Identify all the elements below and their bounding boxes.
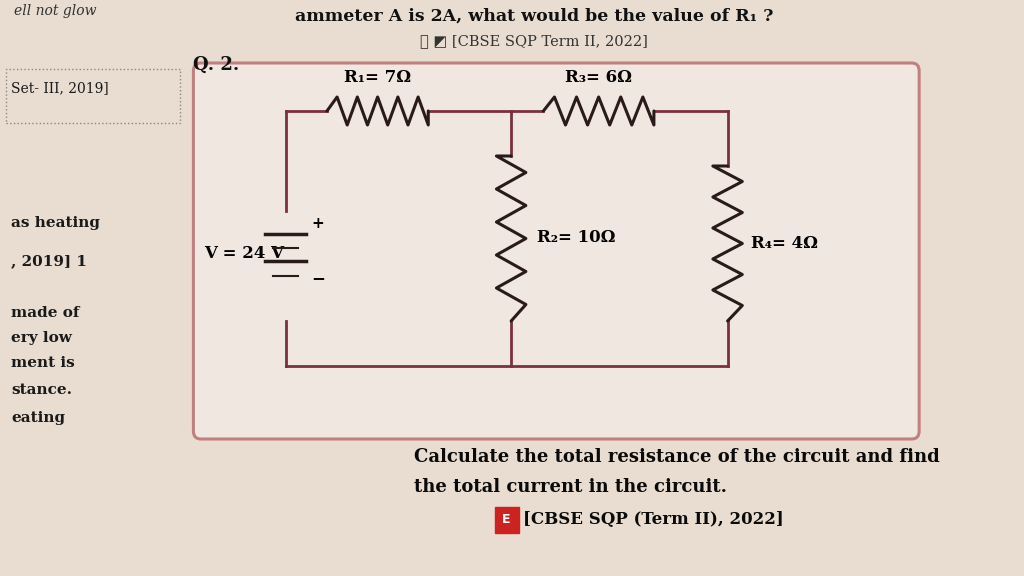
Text: ery low: ery low <box>11 331 72 345</box>
Text: the total current in the circuit.: the total current in the circuit. <box>415 478 727 496</box>
Text: made of: made of <box>11 306 80 320</box>
Text: ⓔ ◩ [CBSE SQP Term II, 2022]: ⓔ ◩ [CBSE SQP Term II, 2022] <box>420 34 648 48</box>
Text: ell not glow: ell not glow <box>13 4 96 18</box>
FancyBboxPatch shape <box>495 507 518 533</box>
FancyBboxPatch shape <box>194 63 920 439</box>
Text: E: E <box>503 513 511 526</box>
Text: , 2019] 1: , 2019] 1 <box>11 254 87 268</box>
Text: Calculate the total resistance of the circuit and find: Calculate the total resistance of the ci… <box>415 448 940 466</box>
Text: as heating: as heating <box>11 216 100 230</box>
Text: −: − <box>311 269 326 287</box>
Text: ment is: ment is <box>11 356 75 370</box>
Text: +: + <box>311 217 324 232</box>
Text: [CBSE SQP (Term II), 2022]: [CBSE SQP (Term II), 2022] <box>523 511 784 528</box>
Text: eating: eating <box>11 411 66 425</box>
Text: ammeter A is 2A, what would be the value of R₁ ?: ammeter A is 2A, what would be the value… <box>295 8 773 25</box>
Text: R₃= 6Ω: R₃= 6Ω <box>565 69 632 86</box>
Text: V = 24 V: V = 24 V <box>205 245 285 263</box>
Text: R₁= 7Ω: R₁= 7Ω <box>344 69 412 86</box>
Text: Set- III, 2019]: Set- III, 2019] <box>11 81 109 95</box>
Text: R₂= 10Ω: R₂= 10Ω <box>537 229 615 247</box>
Text: R₄= 4Ω: R₄= 4Ω <box>751 236 817 252</box>
Text: Q. 2.: Q. 2. <box>194 56 240 74</box>
Text: stance.: stance. <box>11 383 72 397</box>
